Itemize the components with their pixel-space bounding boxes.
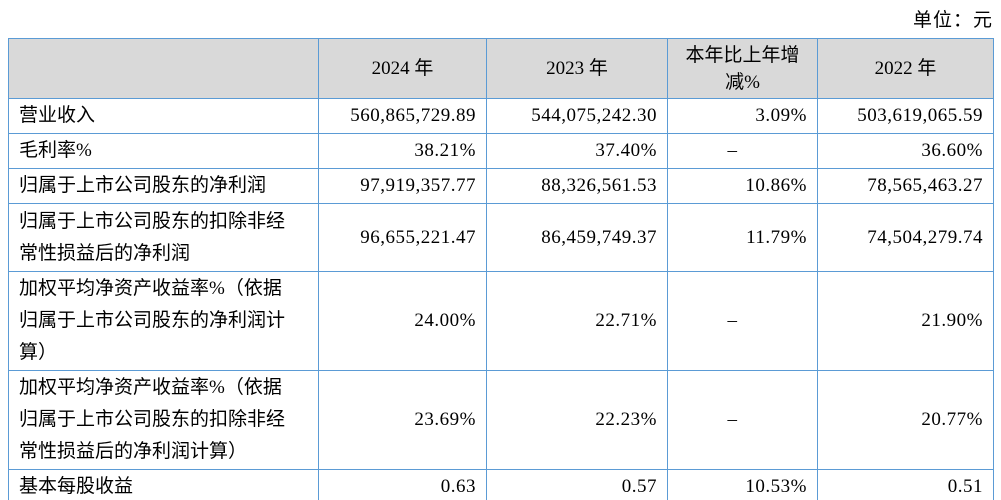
table-row-gross-margin: 毛利率% 38.21% 37.40% – 36.60% (8, 133, 994, 169)
value-2023: 37.40% (486, 133, 668, 169)
unit-label: 单位：元 (912, 10, 993, 31)
value-2024: 24.00% (318, 271, 487, 371)
row-label: 毛利率% (8, 133, 319, 169)
value-2023: 22.71% (486, 271, 668, 371)
financial-indicators-table: 2024 年 2023 年 本年比上年增减% 2022 年 营业收入 560,8… (8, 38, 994, 500)
value-2023: 88,326,561.53 (486, 168, 668, 204)
column-header-2022: 2022 年 (817, 38, 994, 99)
table-row-operating-revenue: 营业收入 560,865,729.89 544,075,242.30 3.09%… (8, 98, 994, 134)
column-header-2024: 2024 年 (318, 38, 487, 99)
value-yoy-change: 10.53% (667, 469, 818, 500)
value-yoy-change: – (667, 370, 818, 470)
value-yoy-change: – (667, 133, 818, 169)
value-yoy-change: 11.79% (667, 203, 818, 272)
value-2023: 22.23% (486, 370, 668, 470)
value-2022: 74,504,279.74 (817, 203, 994, 272)
table-row-basic-eps: 基本每股收益 0.63 0.57 10.53% 0.51 (8, 469, 994, 500)
table-header-row: 2024 年 2023 年 本年比上年增减% 2022 年 (8, 38, 994, 99)
row-label: 加权平均净资产收益率%（依据归属于上市公司股东的扣除非经常性损益后的净利润计算） (8, 370, 319, 470)
row-label: 基本每股收益 (8, 469, 319, 500)
table-row-net-profit-excl-nonrecurring: 归属于上市公司股东的扣除非经常性损益后的净利润 96,655,221.47 86… (8, 203, 994, 272)
value-2023: 0.57 (486, 469, 668, 500)
column-header-yoy-change: 本年比上年增减% (667, 38, 818, 99)
value-2022: 36.60% (817, 133, 994, 169)
value-2023: 544,075,242.30 (486, 98, 668, 134)
value-2022: 503,619,065.59 (817, 98, 994, 134)
value-2024: 97,919,357.77 (318, 168, 487, 204)
value-2022: 20.77% (817, 370, 994, 470)
value-2024: 0.63 (318, 469, 487, 500)
column-header-2023: 2023 年 (486, 38, 668, 99)
row-label: 归属于上市公司股东的净利润 (8, 168, 319, 204)
table-row-net-profit-attributable: 归属于上市公司股东的净利润 97,919,357.77 88,326,561.5… (8, 168, 994, 204)
row-label: 营业收入 (8, 98, 319, 134)
value-yoy-change: 10.86% (667, 168, 818, 204)
row-label: 加权平均净资产收益率%（依据归属于上市公司股东的净利润计算） (8, 271, 319, 371)
value-yoy-change: 3.09% (667, 98, 818, 134)
table-row-weighted-avg-roe: 加权平均净资产收益率%（依据归属于上市公司股东的净利润计算） 24.00% 22… (8, 271, 994, 371)
value-2022: 0.51 (817, 469, 994, 500)
value-2024: 23.69% (318, 370, 487, 470)
value-2024: 560,865,729.89 (318, 98, 487, 134)
value-yoy-change: – (667, 271, 818, 371)
table-row-weighted-avg-roe-excl-nonrecurring: 加权平均净资产收益率%（依据归属于上市公司股东的扣除非经常性损益后的净利润计算）… (8, 370, 994, 470)
value-2023: 86,459,749.37 (486, 203, 668, 272)
row-label: 归属于上市公司股东的扣除非经常性损益后的净利润 (8, 203, 319, 272)
value-2024: 96,655,221.47 (318, 203, 487, 272)
value-2024: 38.21% (318, 133, 487, 169)
column-header-indicator (8, 38, 319, 99)
value-2022: 78,565,463.27 (817, 168, 994, 204)
value-2022: 21.90% (817, 271, 994, 371)
